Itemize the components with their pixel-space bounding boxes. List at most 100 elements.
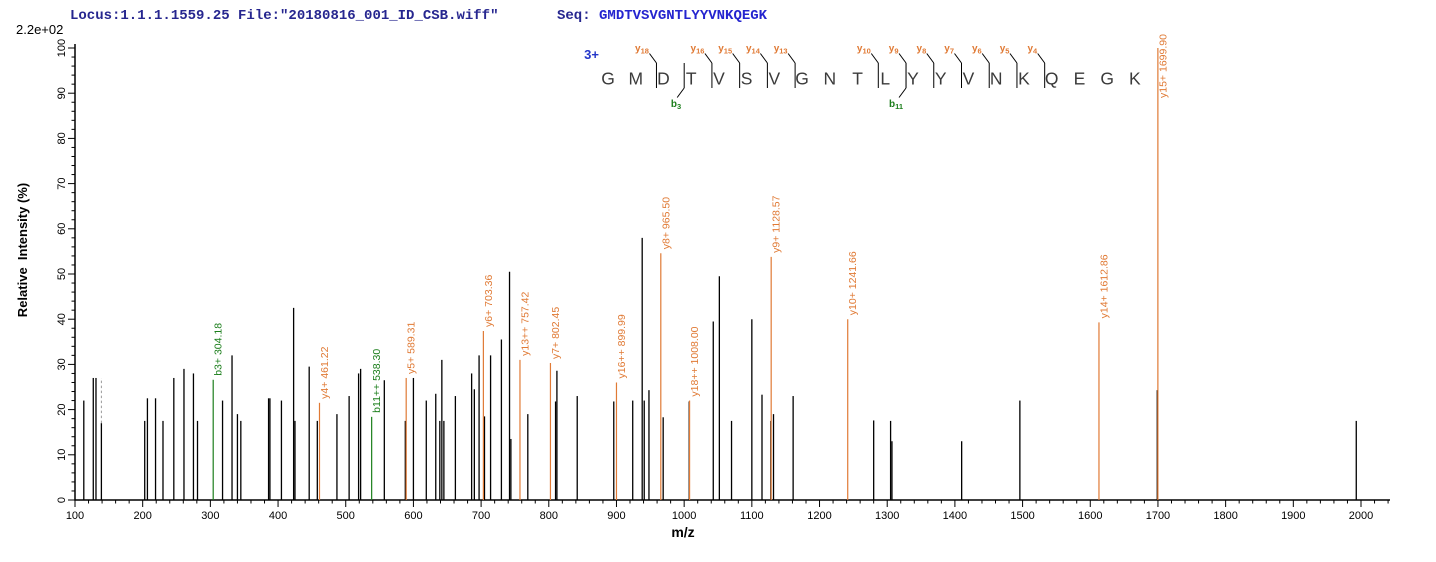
y-ion-peak-label: y15+ 1699.90	[1157, 34, 1169, 98]
x-axis-title: m/z	[671, 524, 694, 540]
y-ion-peak-label: y10+ 1241.66	[847, 251, 859, 315]
x-tick-label: 200	[134, 510, 152, 522]
y-ion-peak-label: y6+ 703.36	[483, 275, 495, 327]
seq-value: GMDTVSVGNTLYYVNKQEGK	[599, 8, 768, 24]
residue-letter: E	[1074, 69, 1086, 89]
annotated-peaks: b3+ 304.18 y4+ 461.22 b11++ 538.30 y5+ 589.…	[212, 34, 1169, 500]
b-ion-tick	[676, 87, 685, 98]
y-ion-tick	[787, 53, 796, 64]
x-tick-label: 1400	[943, 510, 967, 522]
x-tick-label: 2000	[1349, 510, 1373, 522]
residue-letter: V	[769, 69, 781, 89]
x-tick-label: 300	[201, 510, 219, 522]
residue-letter: Q	[1045, 69, 1059, 89]
residue-letter: T	[852, 69, 863, 89]
y-ion-tick	[981, 53, 990, 64]
x-tick-label: 500	[337, 510, 355, 522]
y-tick-label: 30	[56, 358, 68, 370]
x-tick-label: 1200	[807, 510, 831, 522]
y-ion-peak-label: y14+ 1612.86	[1098, 254, 1110, 318]
y-ion-peak-label: y8+ 965.50	[660, 197, 672, 249]
y-ion-peak-label: y5+ 589.31	[406, 322, 418, 374]
x-tick-label: 1900	[1281, 510, 1305, 522]
y-ion-tick	[732, 53, 741, 64]
x-tick-label: 900	[607, 510, 625, 522]
residue-letter: G	[1100, 69, 1114, 89]
residue-letter: Y	[907, 69, 919, 89]
residue-letter: M	[628, 69, 643, 89]
b-ion-tick	[898, 87, 907, 98]
b-ion-peak-label: b11++ 538.30	[371, 349, 383, 413]
y-ion-tick	[898, 53, 907, 64]
y-ion-tick	[649, 53, 657, 64]
residue-letter: N	[824, 69, 837, 89]
y-ion-label: y4	[1027, 44, 1038, 56]
y-tick-label: 70	[56, 177, 68, 189]
y-tick-label: 10	[56, 449, 68, 461]
y-ion-label: y15	[718, 44, 732, 56]
residue-letter: Y	[935, 69, 947, 89]
x-tick-label: 100	[66, 510, 84, 522]
y-tick-label: 90	[56, 87, 68, 99]
y-ion-tick	[954, 53, 962, 64]
x-tick-label: 600	[404, 510, 422, 522]
residue-letter: G	[601, 69, 615, 89]
y-ion-label: y8	[917, 44, 927, 56]
y-ion-label: y16	[691, 44, 705, 56]
y-tick-label: 80	[56, 132, 68, 144]
residue-letter: T	[686, 69, 697, 89]
residue-letter: K	[1018, 69, 1030, 89]
y-ion-label: y10	[857, 44, 871, 56]
peaks	[83, 237, 1357, 500]
y-ion-peak-label: y4+ 461.22	[319, 346, 331, 398]
y-ion-tick	[704, 53, 713, 64]
y-tick-label: 50	[56, 268, 68, 280]
axes: 0 10 20 30 40 50 60 70 80 90 100 100 200 300 400 500 600…	[56, 39, 1390, 522]
x-tick-label: 1100	[740, 510, 764, 522]
y-tick-label: 60	[56, 223, 68, 235]
b-ion-peak-label: b3+ 304.18	[213, 323, 225, 376]
residue-letter: G	[795, 69, 809, 89]
seq-key-label: Seq:	[557, 8, 600, 24]
y-ion-tick	[759, 53, 768, 64]
residue-letter: K	[1129, 69, 1141, 89]
y-ion-tick	[1009, 53, 1018, 64]
y-ion-tick	[870, 53, 879, 64]
y-tick-label: 0	[56, 497, 68, 503]
y-ion-label: y14	[746, 44, 761, 56]
x-tick-label: 1300	[875, 510, 899, 522]
y-ion-label: y6	[972, 44, 982, 56]
b-ion-label: b3	[671, 99, 681, 111]
x-tick-label: 1000	[672, 510, 696, 522]
y-ion-tick	[1037, 53, 1046, 64]
axis-line	[74, 44, 1390, 501]
y-tick-label: 100	[56, 39, 68, 57]
y-ion-tick	[926, 53, 935, 64]
y-axis-max-scale-label: 2.2e+02	[16, 22, 64, 37]
y-tick-label: 20	[56, 403, 68, 415]
header-bar: Locus:1.1.1.1559.25 File:"20180816_001_I…	[0, 8, 1436, 26]
x-tick-label: 1500	[1010, 510, 1034, 522]
y-ion-peak-label: y7+ 802.45	[550, 307, 562, 359]
sequence-header: Seq: GMDTVSVGNTLYYVNKQEGK	[557, 8, 767, 24]
b-ion-label: b11	[889, 99, 903, 111]
x-tick-label: 800	[540, 510, 558, 522]
y-tick-label: 40	[56, 313, 68, 325]
y-axis-title: Relative Intensity (%)	[15, 183, 30, 317]
y-ion-label: y13	[774, 44, 788, 56]
residue-letter: V	[963, 69, 975, 89]
y-ion-peak-label: y9+ 1128.57	[771, 195, 783, 252]
residue-letter: S	[741, 69, 753, 89]
y-ion-peak-label: y18++ 1008.00	[689, 326, 701, 396]
x-tick-label: 1800	[1213, 510, 1237, 522]
residue-letter: L	[880, 69, 890, 89]
x-tick-label: 1600	[1078, 510, 1102, 522]
y-ion-peak-label: y16++ 899.99	[616, 314, 628, 378]
y-ion-label: y7	[944, 44, 954, 56]
residue-letter: V	[713, 69, 725, 89]
y-ion-label: y5	[1000, 44, 1010, 56]
residue-letter: D	[657, 69, 670, 89]
